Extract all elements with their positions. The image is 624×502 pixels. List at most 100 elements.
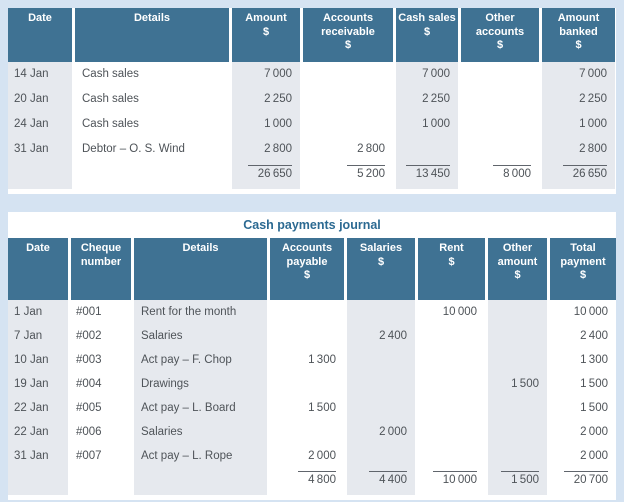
table-cell: 2 250 [542, 87, 615, 112]
table-cell [270, 324, 344, 348]
column-header: Rent $ [418, 238, 485, 300]
table-cell: 1 000 [396, 112, 458, 137]
table-cell: 7 Jan [8, 324, 68, 348]
column-header: Accounts receivable $ [303, 8, 393, 62]
table-cell: 22 Jan [8, 396, 68, 420]
column-unit: $ [496, 39, 504, 51]
total-cell [75, 162, 229, 189]
column-unit: $ [377, 255, 385, 268]
table-cell [418, 420, 485, 444]
total-value: 26 650 [247, 165, 292, 180]
table-body: 1 Jan #001 Rent for the month 10 000 10 000 7… [8, 300, 616, 495]
table-row: 20 Jan Cash sales 2 250 2 250 2 250 [8, 87, 616, 112]
table-cell: Rent for the month [134, 300, 267, 324]
table-cell: #007 [76, 450, 102, 462]
table-cell [488, 324, 547, 348]
column-header: Amount $ [232, 8, 300, 62]
table-cell [347, 300, 415, 324]
column-label: Other amount [497, 242, 538, 268]
column-unit: $ [423, 25, 431, 38]
table-row: 19 Jan #004 Drawings 1 500 1 500 [8, 372, 616, 396]
total-cell: 10 000 [418, 468, 485, 495]
table-cell [488, 444, 547, 468]
table-cell [488, 300, 547, 324]
total-value: 20 700 [563, 471, 608, 486]
table-row: 14 Jan Cash sales 7 000 7 000 7 000 [8, 62, 616, 87]
table-cell: 2 000 [580, 426, 608, 438]
table-cell: 2 800 [357, 143, 385, 155]
column-unit: $ [262, 25, 270, 38]
totals-row: 4 800 4 400 10 000 1 500 20 700 [8, 468, 616, 495]
table-cell: 2 400 [347, 324, 415, 348]
table-cell: Cash sales [82, 118, 139, 130]
table-cell: 20 Jan [8, 87, 72, 112]
table-cell: 2 000 [580, 450, 608, 462]
column-header: Details [75, 8, 229, 62]
table-cell: Cash sales [82, 93, 139, 105]
table-cell: 7 000 [232, 62, 300, 87]
column-header: Cash sales $ [396, 8, 458, 62]
table-cell: #006 [76, 426, 102, 438]
column-label: Date [28, 12, 52, 24]
total-value: 26 650 [562, 165, 607, 180]
table-cell: #004 [76, 378, 102, 390]
table-cell [461, 112, 539, 137]
table-cell: 14 Jan [8, 62, 72, 87]
total-cell: 5 200 [303, 162, 393, 189]
column-label: Details [133, 12, 171, 24]
table-cell [270, 300, 344, 324]
table-cell [488, 396, 547, 420]
table-cell [461, 62, 539, 87]
table-cell [488, 420, 547, 444]
table-cell: 1 000 [232, 112, 300, 137]
table-cell: 1 Jan [8, 300, 68, 324]
table-cell [396, 137, 458, 162]
table-cell [347, 348, 415, 372]
table-cell: 2 250 [232, 87, 300, 112]
table-header-row: Date Cheque number Details Accounts payable… [8, 238, 616, 300]
total-cell: 13 450 [396, 162, 458, 189]
column-label: Details [182, 242, 219, 254]
total-value: 5 200 [347, 165, 385, 180]
table-cell: #003 [76, 354, 102, 366]
cash-payments-journal-table: Cash payments journal Date Cheque number D… [8, 212, 616, 500]
table-cell: Act pay – F. Chop [134, 348, 267, 372]
table-cell: Drawings [134, 372, 267, 396]
total-cell: 4 400 [347, 468, 415, 495]
column-header: Other accounts $ [461, 8, 539, 62]
table-cell [303, 112, 393, 137]
table-cell [270, 420, 344, 444]
table-cell: #002 [76, 330, 102, 342]
column-header: Amount banked $ [542, 8, 615, 62]
table-row: 7 Jan #002 Salaries 2 400 2 400 [8, 324, 616, 348]
total-cell: 26 650 [542, 162, 615, 189]
table-cell [303, 62, 393, 87]
total-value: 4 400 [369, 471, 407, 486]
column-label: Cash sales [398, 12, 456, 24]
total-value: 13 450 [405, 165, 450, 180]
table-cell: 2 250 [396, 87, 458, 112]
column-unit: $ [575, 39, 582, 51]
table-row: 31 Jan #007 Act pay – L. Rope 2 000 2 000 [8, 444, 616, 468]
column-header: Salaries $ [347, 238, 415, 300]
table-cell: Act pay – L. Board [134, 396, 267, 420]
column-unit: $ [448, 255, 455, 268]
table-cell: Act pay – L. Rope [134, 444, 267, 468]
table-cell: 31 Jan [8, 137, 72, 162]
table-cell: Debtor – O. S. Wind [82, 143, 185, 155]
total-cell [8, 468, 68, 495]
column-header: Date [8, 238, 68, 300]
table-cell: Salaries [134, 324, 267, 348]
total-cell [134, 468, 267, 495]
table-cell: 2 800 [232, 137, 300, 162]
table-cell: 19 Jan [8, 372, 68, 396]
table-cell: 1 000 [542, 112, 615, 137]
table-row: 31 Jan Debtor – O. S. Wind 2 800 2 800 2 800 [8, 137, 616, 162]
column-label: Accounts receivable [321, 12, 375, 38]
column-header: Accounts payable $ [270, 238, 344, 300]
table-cell: Cash sales [82, 68, 139, 80]
column-unit: $ [579, 269, 587, 281]
total-value: 4 800 [298, 471, 336, 486]
total-cell: 8 000 [461, 162, 539, 189]
total-cell: 26 650 [232, 162, 300, 189]
